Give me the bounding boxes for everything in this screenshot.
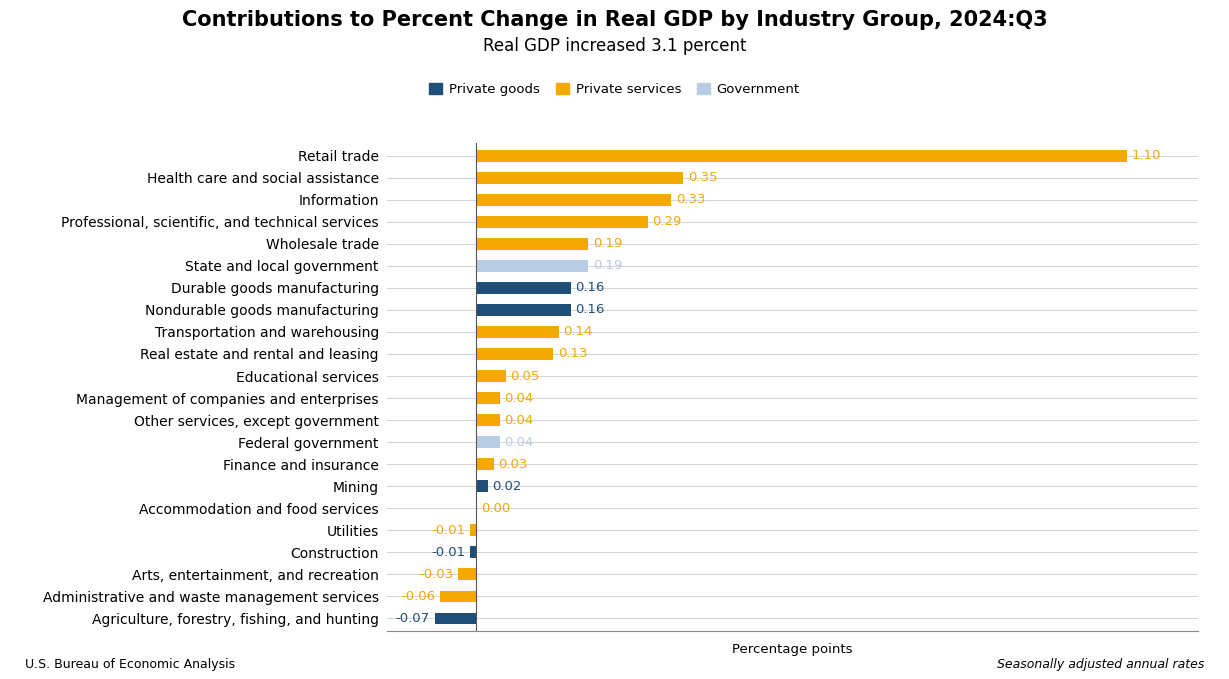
Text: -0.07: -0.07 xyxy=(396,612,430,625)
Bar xyxy=(476,282,570,293)
Text: 0.35: 0.35 xyxy=(688,171,718,184)
Text: Seasonally adjusted annual rates: Seasonally adjusted annual rates xyxy=(997,658,1204,671)
Text: 0.19: 0.19 xyxy=(594,238,623,251)
Bar xyxy=(476,481,488,492)
Text: 0.33: 0.33 xyxy=(676,194,705,206)
Bar xyxy=(476,194,671,206)
Text: 0.16: 0.16 xyxy=(575,304,605,316)
Bar xyxy=(476,150,1127,162)
Bar xyxy=(476,392,500,404)
Text: Contributions to Percent Change in Real GDP by Industry Group, 2024:Q3: Contributions to Percent Change in Real … xyxy=(182,10,1047,30)
Text: -0.01: -0.01 xyxy=(431,524,466,536)
Text: 0.19: 0.19 xyxy=(594,259,623,272)
Text: 0.02: 0.02 xyxy=(493,479,522,493)
Bar xyxy=(476,172,683,183)
Text: 0.03: 0.03 xyxy=(499,458,527,471)
Text: -0.01: -0.01 xyxy=(431,546,466,559)
X-axis label: Percentage points: Percentage points xyxy=(732,642,853,656)
Bar xyxy=(469,547,476,558)
Bar xyxy=(476,348,553,360)
Bar xyxy=(476,458,494,470)
Bar xyxy=(440,591,476,602)
Text: U.S. Bureau of Economic Analysis: U.S. Bureau of Economic Analysis xyxy=(25,658,235,671)
Text: 0.05: 0.05 xyxy=(510,369,540,382)
Bar xyxy=(458,568,476,580)
Bar xyxy=(476,437,500,448)
Bar xyxy=(476,326,559,337)
Text: 0.00: 0.00 xyxy=(481,502,510,515)
Text: Real GDP increased 3.1 percent: Real GDP increased 3.1 percent xyxy=(483,37,746,56)
Bar xyxy=(476,216,648,227)
Bar xyxy=(476,370,505,382)
Text: 0.29: 0.29 xyxy=(653,215,682,228)
Bar xyxy=(469,524,476,536)
Bar xyxy=(435,612,476,624)
Text: -0.06: -0.06 xyxy=(402,590,436,603)
Text: 0.14: 0.14 xyxy=(564,325,592,338)
Text: 0.16: 0.16 xyxy=(575,281,605,295)
Text: 0.13: 0.13 xyxy=(558,348,587,361)
Bar xyxy=(476,260,589,272)
Text: 0.04: 0.04 xyxy=(504,392,533,405)
Text: 0.04: 0.04 xyxy=(504,436,533,449)
Bar xyxy=(476,238,589,250)
Text: -0.03: -0.03 xyxy=(419,568,454,581)
Text: 1.10: 1.10 xyxy=(1132,149,1161,162)
Text: 0.04: 0.04 xyxy=(504,414,533,426)
Bar xyxy=(476,414,500,426)
Bar xyxy=(476,304,570,316)
Legend: Private goods, Private services, Government: Private goods, Private services, Governm… xyxy=(424,78,805,101)
